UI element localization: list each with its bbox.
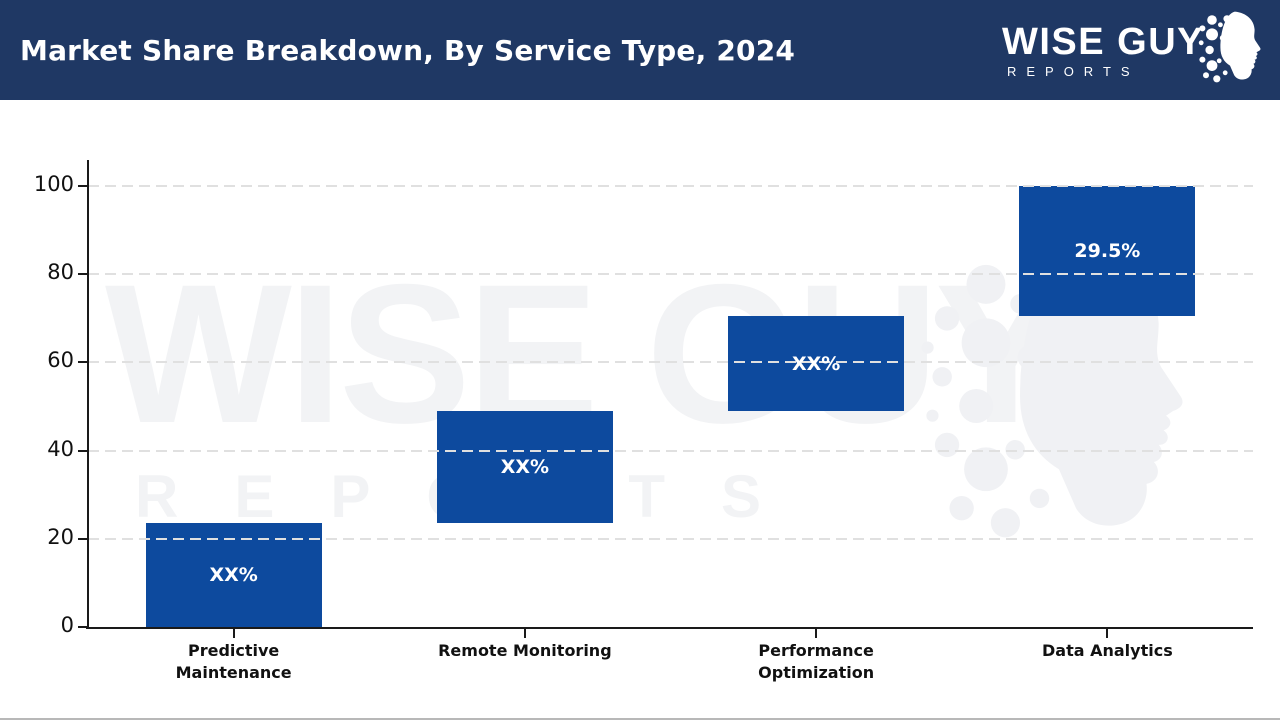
y-tick [78, 537, 87, 540]
y-tick-label: 60 [47, 348, 74, 373]
gridline-40 [88, 449, 1253, 452]
y-tick-label: 100 [33, 172, 74, 196]
y-tick-label: 80 [47, 260, 74, 285]
y-tick [78, 449, 87, 452]
header: Market Share Breakdown, By Service Type,… [0, 0, 1280, 100]
bar-data-analytics [1019, 186, 1196, 317]
x-tick [232, 629, 235, 638]
brand-name: WISE GUY [1001, 20, 1204, 63]
y-tick [78, 273, 87, 276]
y-tick [78, 185, 87, 187]
y-tick-label: 20 [47, 524, 74, 549]
brand-head-icon [1198, 11, 1261, 83]
category-label: Predictive Maintenance [175, 641, 292, 682]
y-axis-line [87, 160, 89, 629]
y-tick [78, 361, 87, 364]
gridline-60 [88, 361, 1253, 364]
y-tick-label: 40 [47, 436, 74, 461]
x-tick [1106, 629, 1109, 638]
bar-predictive-maintenance [145, 523, 322, 627]
brand-subtitle: REPORTS [1006, 63, 1140, 79]
x-axis-line [86, 627, 1253, 629]
bar-performance-optimization [728, 316, 905, 411]
category-label: Performance Optimization [758, 641, 875, 682]
category-label: Remote Monitoring [438, 641, 612, 660]
bar-remote-monitoring [436, 410, 613, 524]
page-title: Market Share Breakdown, By Service Type,… [20, 33, 796, 67]
brand-text-block: WISE GUY REPORTS [1002, 23, 1204, 78]
brand-logo: WISE GUY REPORTS [1002, 8, 1266, 92]
category-label: Data Analytics [1042, 641, 1173, 660]
y-tick [78, 626, 87, 628]
x-tick [815, 629, 818, 638]
x-tick [523, 629, 526, 638]
y-tick-label: 0 [60, 613, 74, 637]
